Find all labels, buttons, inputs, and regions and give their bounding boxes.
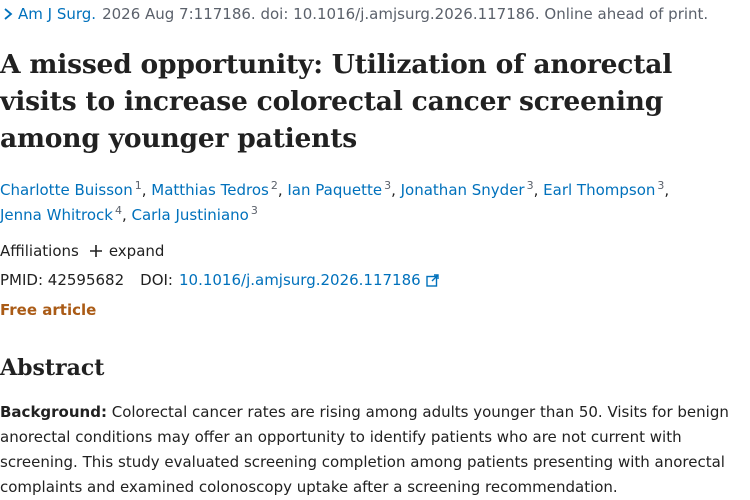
author-list: Charlotte Buisson 1, Matthias Tedros 2, Ia… bbox=[0, 179, 670, 224]
author-link[interactable]: Ian Paquette bbox=[287, 181, 383, 199]
affiliation-number[interactable]: 3 bbox=[384, 179, 392, 192]
affiliation-number[interactable]: 3 bbox=[250, 204, 258, 217]
author-link[interactable]: Charlotte Buisson bbox=[0, 181, 133, 199]
free-article-badge: Free article bbox=[0, 301, 97, 319]
identifiers-row: PMID: 42595682 DOI: 10.1016/j.amjsurg.20… bbox=[0, 271, 439, 289]
abstract-background: Background: Colorectal cancer rates are … bbox=[0, 400, 748, 500]
plus-icon bbox=[89, 245, 102, 257]
chevron-right-icon[interactable] bbox=[0, 4, 16, 24]
expand-affiliations-button[interactable]: expand bbox=[89, 242, 165, 260]
external-link-icon[interactable] bbox=[426, 273, 439, 287]
article-title: A missed opportunity: Utilization of ano… bbox=[0, 49, 673, 154]
doi-label: DOI: bbox=[140, 271, 173, 289]
author-link[interactable]: Earl Thompson bbox=[543, 181, 656, 199]
affiliations-row: Affiliations expand bbox=[0, 242, 164, 260]
affiliations-label: Affiliations bbox=[0, 242, 79, 260]
citation-line: Am J Surg. 2026 Aug 7:117186. doi: 10.10… bbox=[0, 4, 708, 24]
author-link[interactable]: Jonathan Snyder bbox=[400, 181, 525, 199]
doi-link[interactable]: 10.1016/j.amjsurg.2026.117186 bbox=[178, 271, 421, 289]
journal-link[interactable]: Am J Surg. bbox=[18, 5, 97, 23]
affiliation-number[interactable]: 3 bbox=[657, 179, 665, 192]
affiliation-number[interactable]: 3 bbox=[526, 179, 534, 192]
author-link[interactable]: Jenna Whitrock bbox=[0, 206, 113, 224]
citation-details: 2026 Aug 7:117186. doi: 10.1016/j.amjsur… bbox=[102, 5, 709, 23]
pmid: PMID: 42595682 bbox=[0, 271, 125, 289]
affiliation-number[interactable]: 4 bbox=[114, 204, 122, 217]
affiliation-number[interactable]: 1 bbox=[134, 179, 142, 192]
background-text: Colorectal cancer rates are rising among… bbox=[0, 403, 729, 496]
abstract-heading: Abstract bbox=[0, 355, 105, 381]
author-link[interactable]: Matthias Tedros bbox=[151, 181, 269, 199]
expand-label: expand bbox=[108, 242, 165, 260]
background-label: Background: bbox=[0, 403, 107, 421]
author-link[interactable]: Carla Justiniano bbox=[131, 206, 249, 224]
affiliation-number[interactable]: 2 bbox=[270, 179, 278, 192]
